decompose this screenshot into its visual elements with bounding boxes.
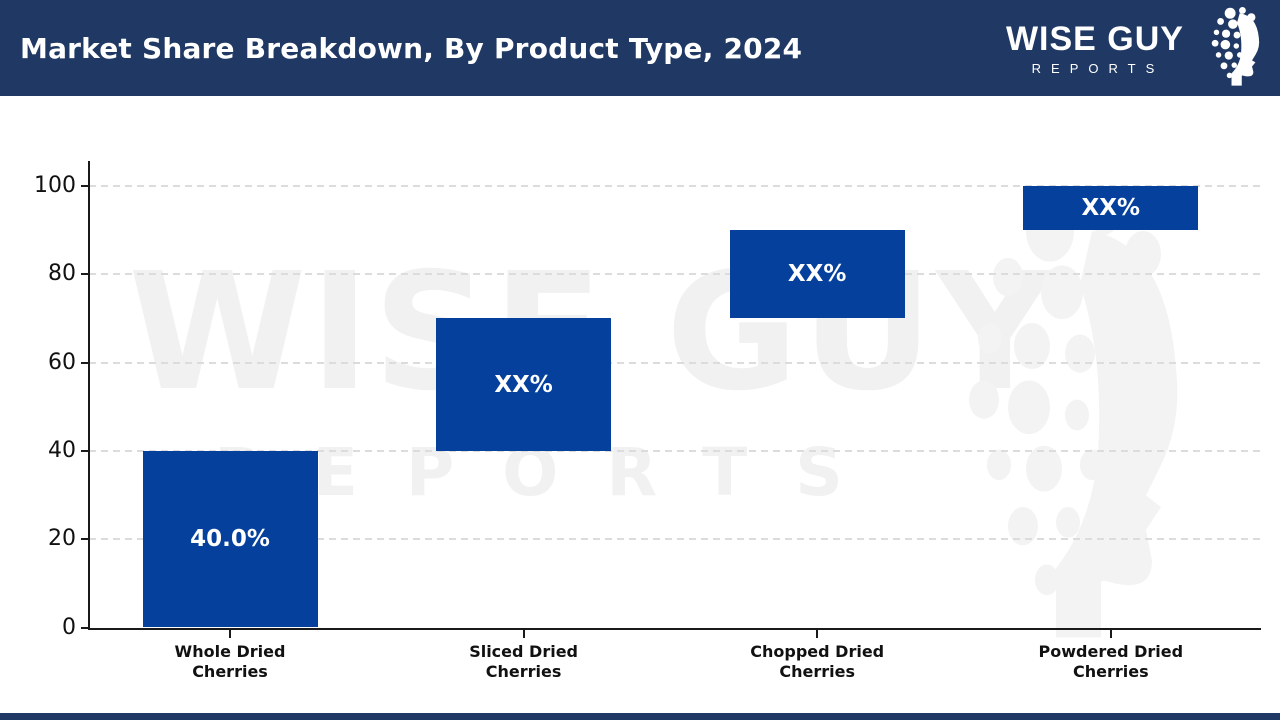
header-bar: Market Share Breakdown, By Product Type,… (0, 0, 1280, 96)
category-label-line: Powdered Dried (1038, 642, 1184, 661)
category-label-line: Whole Dried (174, 642, 286, 661)
y-axis-tick (80, 626, 89, 629)
y-axis-tick-label: 100 (34, 173, 76, 198)
bar-segment: XX% (1023, 186, 1199, 231)
category-label: Powdered Dried Cherries (1001, 642, 1221, 682)
category-label: Chopped Dried Cherries (707, 642, 927, 682)
bar-segment: 40.0% (142, 450, 318, 628)
x-axis-tick (816, 629, 819, 638)
logo-text: WISE GUY REPORTS (1006, 22, 1184, 75)
bar-value-label: 40.0% (190, 526, 270, 553)
y-axis-tick-label: 0 (62, 614, 76, 640)
category-label-line: Cherries (485, 662, 562, 681)
x-axis-tick (522, 629, 525, 638)
y-axis-tick (80, 273, 89, 276)
category-label: Sliced Dried Cherries (414, 642, 634, 682)
y-axis-tick-label: 60 (48, 349, 76, 375)
bar-segment: XX% (729, 230, 905, 319)
category-label-line: Chopped Dried (750, 642, 885, 661)
y-axis-tick (80, 449, 89, 452)
bar-segment: XX% (436, 318, 612, 451)
category-label-line: Cherries (192, 662, 268, 681)
footer-bar (0, 713, 1280, 720)
logo-subtitle: REPORTS (1031, 60, 1165, 76)
bar-value-label: XX% (787, 261, 847, 288)
y-axis-tick-label: 40 (48, 437, 76, 463)
x-axis-tick (229, 629, 231, 638)
market-share-chart: 0 20 40 60 80 100 40.0% Whole Dried Cherries XX% S… (0, 96, 1280, 713)
category-label: Whole Dried Cherries (120, 642, 340, 682)
y-axis-tick (80, 361, 89, 364)
x-axis-tick (1109, 629, 1112, 638)
y-axis-line (87, 161, 90, 630)
category-label-line: Cherries (779, 662, 855, 681)
x-axis-line (87, 627, 1261, 630)
gridline (88, 185, 1261, 187)
y-axis-tick-label: 80 (48, 261, 76, 287)
category-label-line: Cherries (1072, 662, 1149, 681)
gridline (88, 273, 1261, 276)
bar-value-label: XX% (1081, 195, 1141, 222)
wise-guy-logo: WISE GUY REPORTS (1006, 5, 1262, 91)
gridline (88, 538, 1261, 541)
gridline (88, 361, 1261, 364)
y-axis-tick-label: 20 (48, 526, 76, 552)
logo-wordmark: WISE GUY (1005, 19, 1184, 58)
page-title: Market Share Breakdown, By Product Type,… (20, 31, 803, 65)
category-label-line: Sliced Dried (469, 642, 578, 661)
gridline (88, 449, 1261, 452)
y-axis-tick (80, 185, 89, 187)
bar-value-label: XX% (494, 371, 553, 398)
y-axis-tick (80, 538, 89, 541)
logo-head-icon (1186, 5, 1262, 91)
